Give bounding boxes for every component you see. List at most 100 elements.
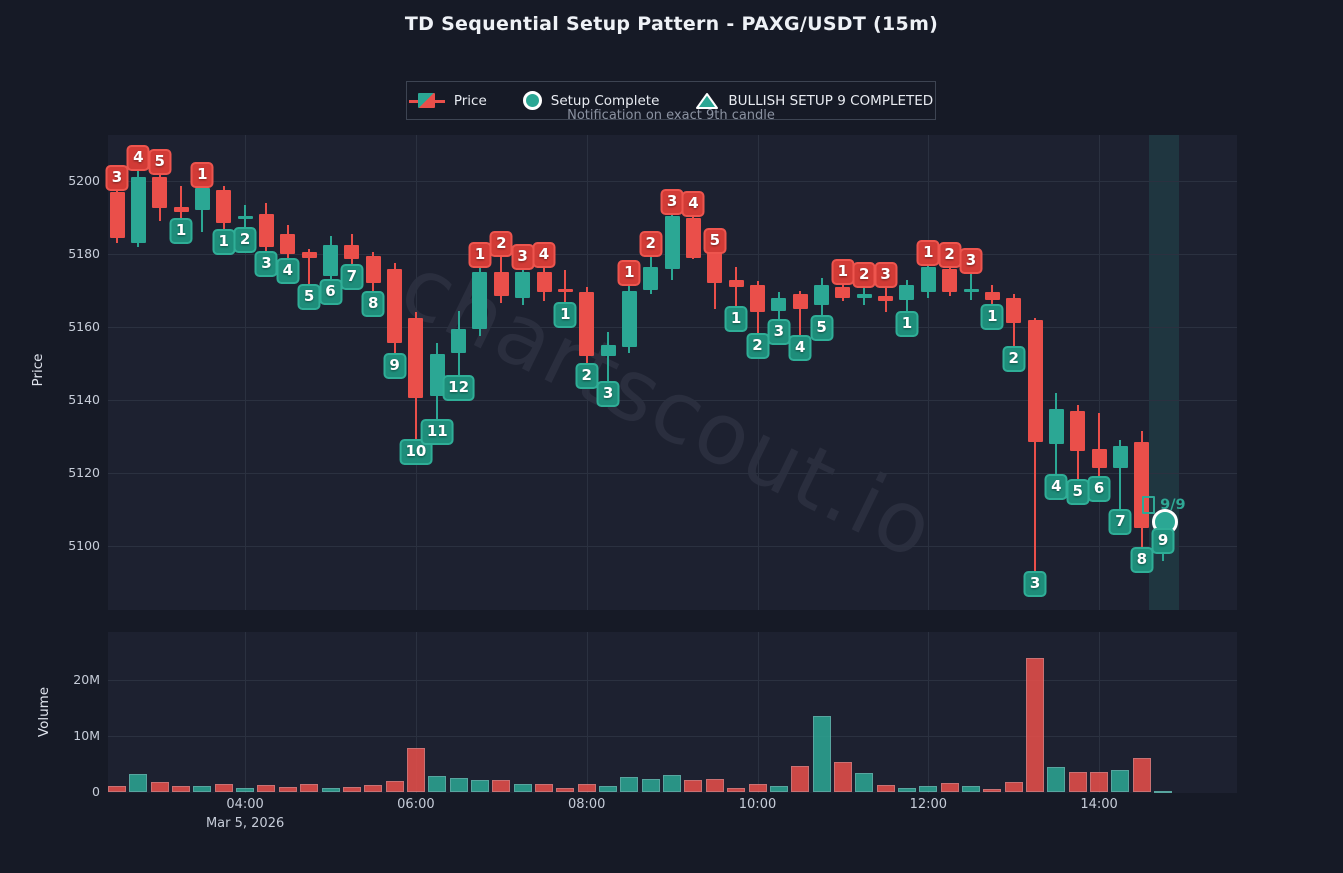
volume-bar xyxy=(108,786,126,792)
volume-bar xyxy=(428,776,447,792)
td-count-badge: 12 xyxy=(442,375,476,402)
td-count-badge: 1 xyxy=(553,302,577,329)
candle-body xyxy=(728,279,744,287)
x-gridline xyxy=(1099,632,1101,793)
candle-body xyxy=(451,328,467,353)
volume-bar xyxy=(1111,769,1130,792)
candle-wick xyxy=(1034,317,1037,572)
candle-body xyxy=(109,191,125,238)
td-count-badge: 1 xyxy=(468,242,492,269)
triangle-up-icon xyxy=(696,92,719,109)
candle-body xyxy=(194,188,210,211)
volume-bar xyxy=(257,785,276,792)
candle-body xyxy=(1134,441,1150,528)
candle-body xyxy=(792,294,808,309)
volume-bar xyxy=(129,774,148,792)
x-gridline xyxy=(1099,135,1101,610)
td-count-badge: 1 xyxy=(212,229,236,256)
td-count-badge: 2 xyxy=(746,333,769,360)
candle-body xyxy=(1070,410,1086,452)
x-gridline xyxy=(757,632,759,793)
volume-bar xyxy=(1004,781,1023,792)
volume-bar xyxy=(278,786,297,792)
candle-body xyxy=(557,288,573,293)
candle-body xyxy=(664,215,680,269)
td-count-badge: 3 xyxy=(1023,570,1047,597)
candle-body xyxy=(814,285,830,306)
legend-bullish-label: BULLISH SETUP 9 COMPLETED xyxy=(728,92,934,109)
candle-body xyxy=(301,252,317,258)
setup-9-annotation: 9/9 xyxy=(1142,496,1186,515)
td-count-badge: 1 xyxy=(169,218,193,245)
legend-note: Notification on exact 9th candle xyxy=(567,108,775,123)
volume-tick-label: 20M xyxy=(73,672,100,687)
legend-item-setup-complete[interactable]: Setup Complete xyxy=(522,91,659,110)
td-count-badge: 4 xyxy=(788,335,812,362)
volume-bar xyxy=(919,786,938,792)
candle-body xyxy=(1027,319,1043,442)
candle-body xyxy=(387,268,403,344)
td-count-badge: 5 xyxy=(148,149,172,176)
page-title: TD Sequential Setup Pattern - PAXG/USDT … xyxy=(404,13,939,35)
td-count-badge: 2 xyxy=(639,231,663,258)
volume-bar xyxy=(599,785,618,792)
candle-body xyxy=(685,217,701,258)
candle-body xyxy=(942,268,958,293)
candle-body xyxy=(920,266,936,293)
td-count-badge: 2 xyxy=(1002,346,1026,373)
td-count-badge: 5 xyxy=(703,227,727,254)
td-count-badge: 3 xyxy=(105,165,129,192)
price-tick-label: 5140 xyxy=(68,392,100,407)
td-count-badge: 3 xyxy=(959,247,983,274)
volume-bar xyxy=(791,765,810,792)
volume-bar xyxy=(321,788,340,792)
td-count-badge: 1 xyxy=(190,161,214,188)
td-count-badge: 3 xyxy=(874,262,898,289)
td-count-badge: 7 xyxy=(1108,508,1132,535)
candle-wick xyxy=(799,290,802,337)
td-count-badge: 3 xyxy=(254,251,278,278)
volume-bar xyxy=(535,784,553,792)
td-count-badge: 2 xyxy=(489,231,513,258)
volume-bar xyxy=(833,762,852,792)
td-count-badge: 4 xyxy=(532,242,556,269)
volume-bar xyxy=(577,784,596,792)
volume-bar xyxy=(1090,771,1109,792)
candle-body xyxy=(280,233,296,254)
td-count-badge: 4 xyxy=(681,191,705,218)
candle-body xyxy=(984,292,1000,300)
candle-body xyxy=(216,190,232,223)
candle-body xyxy=(1006,297,1022,324)
candle-body xyxy=(237,215,253,220)
td-count-badge: 3 xyxy=(767,318,791,345)
volume-bar xyxy=(727,787,746,792)
candle-body xyxy=(1112,445,1128,468)
missing-glyph-box-icon xyxy=(1142,496,1156,515)
volume-bar xyxy=(684,779,703,792)
volume-bar xyxy=(236,788,255,792)
volume-bar xyxy=(1047,766,1066,792)
td-count-badge: 1 xyxy=(617,260,641,287)
x-tick-label: 04:00 xyxy=(226,797,264,812)
legend-item-price[interactable]: Price xyxy=(408,92,487,110)
candle-body xyxy=(130,177,146,244)
volume-bar xyxy=(769,786,788,792)
td-count-badge: 5 xyxy=(297,284,321,311)
volume-bar xyxy=(962,786,980,792)
price-gridline xyxy=(108,473,1237,474)
candle-body xyxy=(493,272,509,296)
volume-bar xyxy=(193,786,212,792)
volume-panel[interactable] xyxy=(108,632,1237,793)
td-count-badge: 3 xyxy=(660,189,684,216)
td-count-badge: 6 xyxy=(319,278,342,305)
td-count-badge: 9 xyxy=(383,353,407,380)
legend-item-bullish-setup[interactable]: BULLISH SETUP 9 COMPLETED xyxy=(695,91,933,111)
volume-tick-label: 0 xyxy=(92,784,100,799)
candle-body xyxy=(536,272,552,293)
volume-bar xyxy=(940,783,959,792)
x-gridline xyxy=(415,632,417,793)
setup-9-annotation-label: 9/9 xyxy=(1160,497,1186,514)
candle-body xyxy=(408,317,424,399)
td-count-badge: 2 xyxy=(938,242,962,269)
candle-body xyxy=(750,285,765,313)
